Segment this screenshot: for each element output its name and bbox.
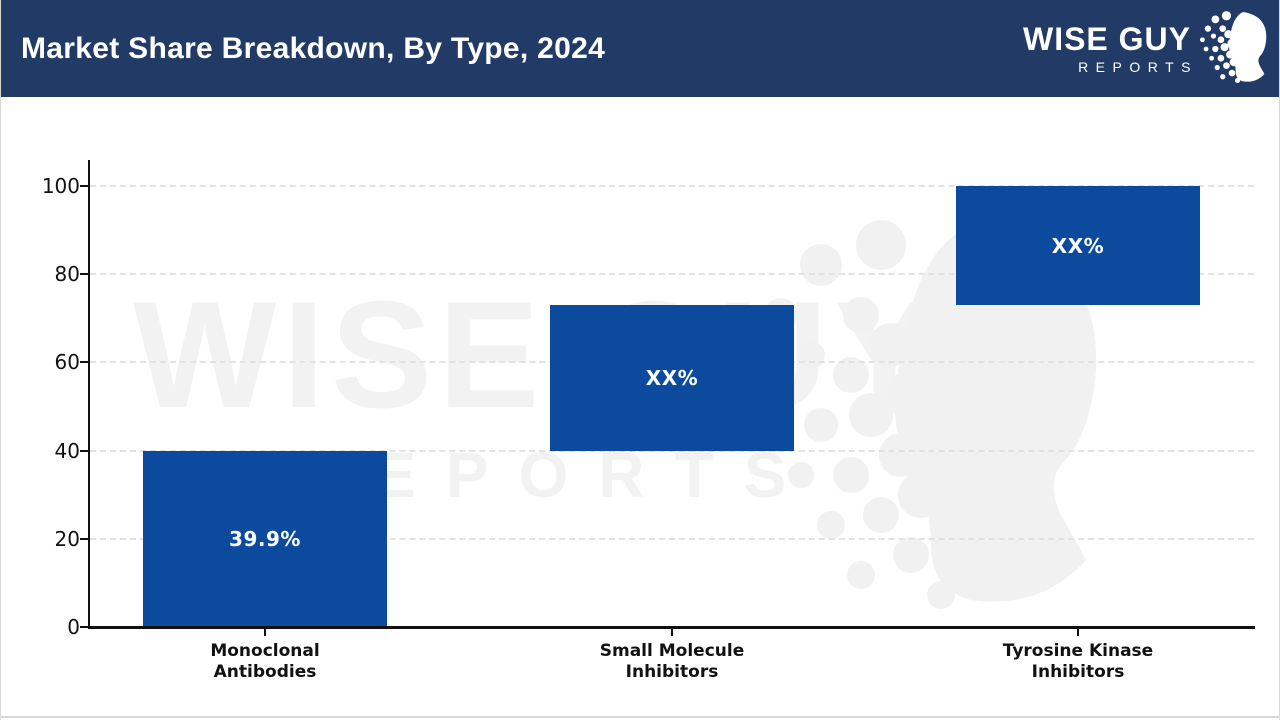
y-tick-label-0: 0 (67, 615, 80, 639)
y-tick-label-60: 60 (54, 350, 80, 375)
y-tick-mark-0 (80, 626, 88, 628)
x-category-label: Tyrosine Kinase Inhibitors (1002, 641, 1154, 682)
y-axis-line (88, 160, 90, 627)
gridline-40 (90, 449, 1254, 452)
y-tick-mark-100 (80, 185, 88, 187)
logo-subtitle: REPORTS (1078, 59, 1198, 75)
wiseguy-logo-text: WISE GUY REPORTS (1023, 23, 1191, 74)
page-bottom-border (1, 716, 1279, 718)
gridline-20 (90, 537, 1254, 540)
y-tick-label-100: 100 (41, 174, 80, 198)
x-tick-mark-0 (264, 629, 266, 636)
bar-segment: 39.9% (143, 451, 387, 627)
bar-value-label: XX% (645, 365, 699, 390)
x-tick-mark-1 (671, 629, 673, 636)
y-tick-label-40: 40 (54, 438, 80, 463)
bar-value-label: XX% (1051, 233, 1105, 258)
x-tick-mark-2 (1077, 629, 1079, 636)
y-tick-mark-40 (80, 449, 88, 452)
chart-plot-area: 0 20 40 60 80 100 39.9% Monoclonal Antibodies XX%… (1, 97, 1279, 717)
y-tick-mark-80 (80, 273, 88, 276)
y-tick-label-80: 80 (54, 262, 80, 287)
gridline-100 (90, 185, 1254, 187)
page-title: Market Share Breakdown, By Type, 2024 (21, 31, 606, 65)
gridline-80 (90, 273, 1254, 276)
bar-value-label: 39.9% (229, 527, 301, 551)
wiseguy-head-icon (1199, 10, 1267, 83)
x-axis-line (88, 626, 1255, 629)
y-tick-label-20: 20 (54, 526, 80, 551)
y-tick-mark-20 (80, 537, 88, 540)
bar-segment: XX% (550, 305, 794, 451)
y-tick-mark-60 (80, 361, 88, 364)
watermark-head-icon (738, 220, 1097, 609)
logo-wordmark: WISE GUY (1022, 21, 1191, 57)
x-category-label: Monoclonal Antibodies (210, 641, 320, 682)
x-category-label: Small Molecule Inhibitors (599, 641, 745, 682)
header-bar: Market Share Breakdown, By Type, 2024 WI… (1, 0, 1279, 97)
wiseguy-logo: WISE GUY REPORTS (1023, 0, 1269, 97)
bar-segment: XX% (956, 186, 1200, 306)
